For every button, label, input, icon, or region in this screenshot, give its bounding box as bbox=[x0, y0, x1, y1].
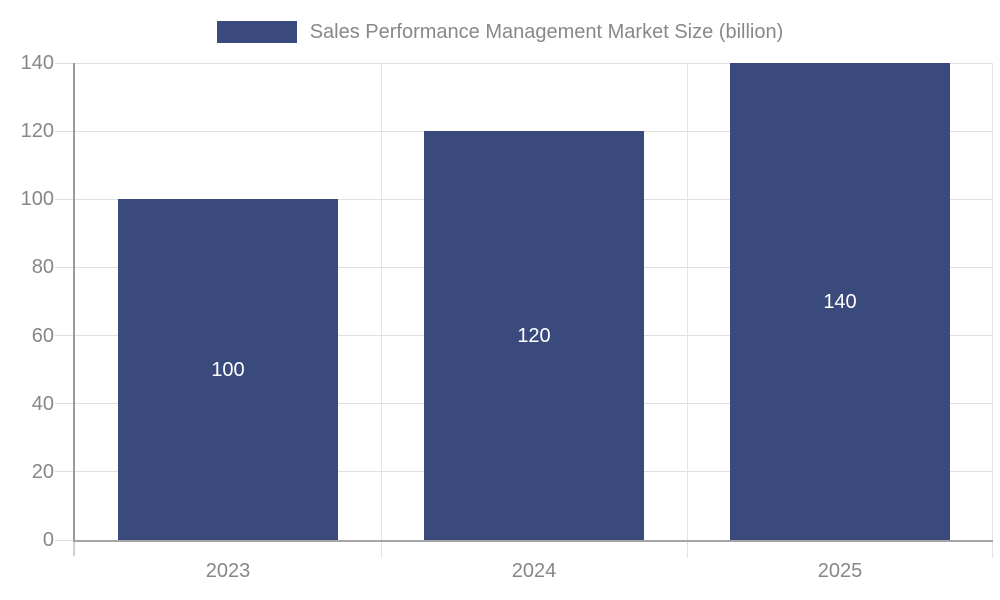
y-axis-line bbox=[73, 63, 75, 540]
y-axis-tick bbox=[55, 266, 73, 268]
bar[interactable] bbox=[118, 199, 338, 540]
y-tick-label: 0 bbox=[42, 529, 54, 551]
x-tick-label: 2024 bbox=[511, 560, 557, 582]
plot-area: 0 20 40 60 80 100 120 140 100 2023 120 2024 140 2025 bbox=[21, 53, 993, 581]
plot-right-border bbox=[992, 63, 993, 558]
gridline bbox=[75, 62, 993, 64]
bar-value-label: 100 bbox=[211, 358, 245, 381]
y-axis-tick bbox=[73, 540, 75, 556]
x-tick-label: 2025 bbox=[817, 560, 863, 582]
bar-value-label: 120 bbox=[517, 324, 551, 347]
legend-label: Sales Performance Management Market Size… bbox=[309, 21, 784, 43]
y-axis-tick bbox=[55, 335, 73, 337]
bar[interactable] bbox=[730, 63, 950, 540]
bar[interactable] bbox=[424, 131, 644, 540]
y-tick-label: 60 bbox=[31, 324, 54, 347]
category-separator bbox=[380, 63, 382, 558]
x-axis-line bbox=[73, 540, 993, 542]
y-axis-tick bbox=[55, 403, 73, 405]
y-axis-tick bbox=[55, 62, 73, 64]
y-tick-label: 100 bbox=[20, 188, 54, 211]
chart-legend: Sales Performance Management Market Size… bbox=[0, 20, 1000, 44]
y-axis-tick bbox=[55, 130, 73, 132]
y-tick-label: 40 bbox=[31, 392, 54, 415]
bar-value-label: 140 bbox=[823, 290, 857, 313]
category-separator bbox=[686, 63, 688, 558]
y-axis-tick bbox=[55, 539, 73, 541]
y-tick-label: 120 bbox=[20, 120, 54, 143]
y-axis-tick bbox=[55, 198, 73, 200]
x-tick-label: 2023 bbox=[205, 560, 251, 582]
y-tick-label: 20 bbox=[31, 460, 54, 483]
y-axis-tick bbox=[55, 471, 73, 473]
y-tick-label: 140 bbox=[20, 52, 54, 74]
legend-item[interactable]: Sales Performance Management Market Size… bbox=[216, 20, 784, 44]
y-tick-label: 80 bbox=[31, 256, 54, 279]
legend-swatch-icon bbox=[216, 21, 297, 43]
